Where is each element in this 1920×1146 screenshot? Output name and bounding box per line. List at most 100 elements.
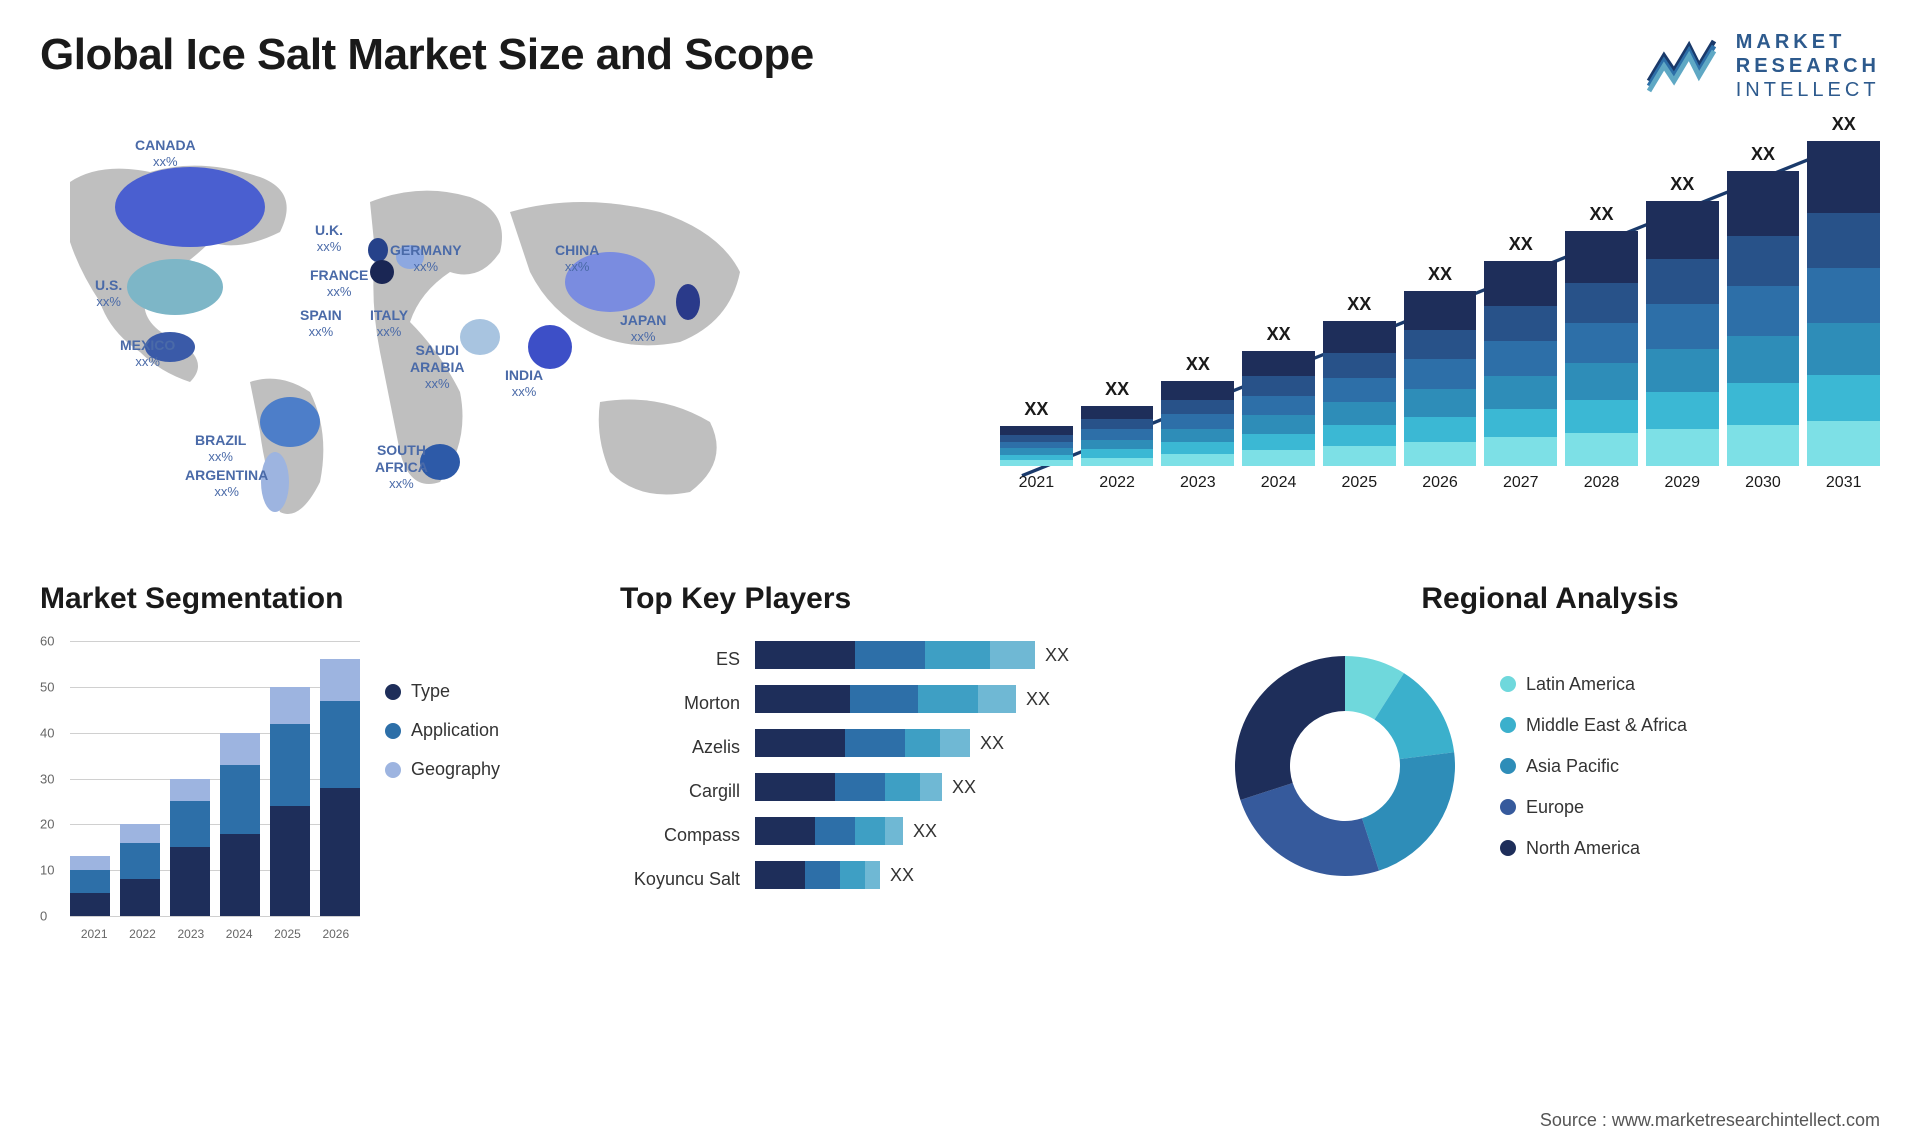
legend-item: Geography xyxy=(385,759,500,780)
regional-panel: Regional Analysis Latin America Middle Ea… xyxy=(1220,582,1880,941)
seg-xtick: 2022 xyxy=(129,927,156,941)
player-value: XX xyxy=(890,865,914,886)
growth-bar-value: XX xyxy=(1751,144,1775,165)
seg-bar xyxy=(270,687,310,916)
seg-xtick: 2023 xyxy=(177,927,204,941)
segmentation-title: Market Segmentation xyxy=(40,582,580,616)
seg-bar xyxy=(70,856,110,916)
growth-bar: XX2022 xyxy=(1081,379,1154,492)
legend-item: Europe xyxy=(1500,797,1687,818)
seg-xtick: 2025 xyxy=(274,927,301,941)
player-value: XX xyxy=(1045,645,1069,666)
player-bar-row: XX xyxy=(755,685,1180,713)
world-map-panel: CANADAxx% U.S.xx% MEXICOxx% BRAZILxx%ARGENT… xyxy=(40,122,960,542)
growth-bar-year: 2023 xyxy=(1180,474,1216,492)
country-label: JAPANxx% xyxy=(620,312,666,344)
growth-bar-value: XX xyxy=(1105,379,1129,400)
player-bar-row: XX xyxy=(755,773,1180,801)
growth-bar: XX 2030 xyxy=(1727,144,1800,492)
country-label: ARGENTINAxx% xyxy=(185,467,268,499)
brand-logo: MARKET RESEARCH INTELLECT xyxy=(1644,30,1880,102)
growth-bar-value: XX xyxy=(1024,399,1048,420)
segmentation-chart: 202120222023202420252026 0102030405060 T… xyxy=(40,641,580,941)
seg-bar xyxy=(170,779,210,917)
regional-title: Regional Analysis xyxy=(1220,582,1880,616)
players-chart: ESMortonAzelisCargillCompassKoyuncu Salt… xyxy=(620,641,1180,893)
growth-bar: XX2031 xyxy=(1807,114,1880,492)
growth-bar-year: 2024 xyxy=(1261,474,1297,492)
country-label: INDIAxx% xyxy=(505,367,543,399)
growth-bar-year: 2030 xyxy=(1745,474,1781,492)
growth-bar-year: 2029 xyxy=(1664,474,1700,492)
seg-ytick: 50 xyxy=(40,679,54,694)
country-label: SOUTHAFRICAxx% xyxy=(375,442,428,491)
growth-bar-value: XX xyxy=(1509,234,1533,255)
growth-bar: XX 2026 xyxy=(1404,264,1477,492)
donut-slice xyxy=(1235,656,1345,800)
header: Global Ice Salt Market Size and Scope MA… xyxy=(40,30,1880,102)
top-row: CANADAxx% U.S.xx% MEXICOxx% BRAZILxx%ARGENT… xyxy=(40,122,1880,542)
growth-bar-year: 2026 xyxy=(1422,474,1458,492)
legend-item: North America xyxy=(1500,838,1687,859)
players-panel: Top Key Players ESMortonAzelisCargillCom… xyxy=(620,582,1180,941)
legend-item: Latin America xyxy=(1500,674,1687,695)
seg-ytick: 40 xyxy=(40,725,54,740)
growth-bar-value: XX xyxy=(1428,264,1452,285)
growth-bar-value: XX xyxy=(1832,114,1856,135)
growth-bar-value: XX xyxy=(1347,294,1371,315)
country-label: U.K.xx% xyxy=(315,222,343,254)
country-label: BRAZILxx% xyxy=(195,432,246,464)
legend-item: Application xyxy=(385,720,500,741)
page-title: Global Ice Salt Market Size and Scope xyxy=(40,30,814,80)
growth-bar: XX 2021 xyxy=(1000,399,1073,492)
player-value: XX xyxy=(913,821,937,842)
seg-xtick: 2024 xyxy=(226,927,253,941)
country-label: MEXICOxx% xyxy=(120,337,175,369)
donut-slice xyxy=(1362,752,1455,870)
growth-bar-value: XX xyxy=(1186,354,1210,375)
player-value: XX xyxy=(952,777,976,798)
donut-slice xyxy=(1240,783,1379,876)
seg-bar xyxy=(120,824,160,916)
seg-xtick: 2026 xyxy=(322,927,349,941)
seg-ytick: 20 xyxy=(40,817,54,832)
seg-ytick: 0 xyxy=(40,909,47,924)
country-label: U.S.xx% xyxy=(95,277,122,309)
growth-bar-value: XX xyxy=(1590,204,1614,225)
growth-bar-value: XX xyxy=(1267,324,1291,345)
country-label: CHINAxx% xyxy=(555,242,599,274)
players-title: Top Key Players xyxy=(620,582,1180,616)
growth-bar-chart: XX2021XX2022XX2023XX2024XX2025XX2026XX20… xyxy=(1000,122,1880,542)
player-label: ES xyxy=(620,645,740,673)
growth-bar: XX 2027 xyxy=(1484,234,1557,492)
bottom-row: Market Segmentation 2021 2022 2023 2024 2025… xyxy=(40,582,1880,941)
seg-ytick: 10 xyxy=(40,863,54,878)
player-label: Compass xyxy=(620,821,740,849)
player-label: Cargill xyxy=(620,777,740,805)
player-value: XX xyxy=(1026,689,1050,710)
growth-bar-year: 2028 xyxy=(1584,474,1620,492)
player-bar-row: XX xyxy=(755,729,1180,757)
growth-bar-value: XX xyxy=(1670,174,1694,195)
growth-bar-year: 2021 xyxy=(1019,474,1055,492)
player-bar-row: XX xyxy=(755,641,1180,669)
player-bar-row: XX xyxy=(755,817,1180,845)
legend-item: Middle East & Africa xyxy=(1500,715,1687,736)
player-bar-row: XX xyxy=(755,861,1180,889)
country-label: SPAINxx% xyxy=(300,307,342,339)
logo-text: MARKET RESEARCH INTELLECT xyxy=(1736,30,1880,102)
seg-xtick: 2021 xyxy=(81,927,108,941)
country-label: FRANCExx% xyxy=(310,267,368,299)
growth-bar-year: 2027 xyxy=(1503,474,1539,492)
player-label: Morton xyxy=(620,689,740,717)
world-map xyxy=(40,122,960,542)
country-label: SAUDIARABIAxx% xyxy=(410,342,464,391)
logo-wave-icon xyxy=(1644,36,1724,96)
country-label: CANADAxx% xyxy=(135,137,196,169)
legend-item: Asia Pacific xyxy=(1500,756,1687,777)
country-label: ITALYxx% xyxy=(370,307,408,339)
growth-bar: XX2025 xyxy=(1323,294,1396,492)
player-label: Koyuncu Salt xyxy=(620,865,740,893)
player-value: XX xyxy=(980,733,1004,754)
seg-bar xyxy=(320,659,360,916)
